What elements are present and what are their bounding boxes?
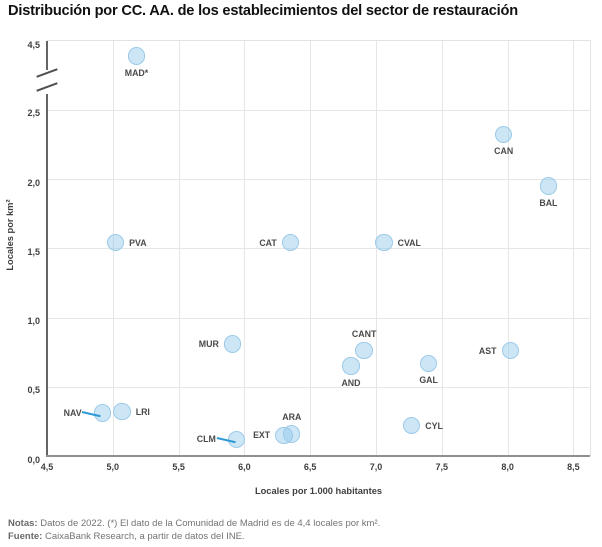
- x-tick-label: 6,0: [238, 462, 251, 472]
- data-point-can: [494, 125, 513, 144]
- source-label: Fuente:: [8, 531, 43, 542]
- data-point-label-cyl: CYL: [425, 420, 443, 431]
- chart-notes: Notas: Datos de 2022. (*) El dato de la …: [8, 517, 380, 543]
- data-point-label-and: AND: [341, 377, 361, 388]
- x-tick-label: 5,0: [106, 462, 120, 472]
- plot-area: 4,5 5,0 5,5 6,0 6,5 7,0 7,5 8,0 8,5 0,0 0,5 1,0 1,5 2…: [27, 40, 591, 472]
- y-tick-label: 0,0: [27, 454, 40, 465]
- y-axis-break-gap: [44, 70, 50, 94]
- source-text: CaixaBank Research, a partir de datos de…: [42, 531, 245, 542]
- data-point-label-cant: CANT: [351, 329, 377, 340]
- y-tick-label: 2,0: [27, 177, 40, 188]
- y-axis: [46, 41, 48, 456]
- source-line: Fuente: CaixaBank Research, a partir de …: [8, 530, 380, 543]
- data-point-label-cat: CAT: [259, 237, 277, 248]
- y-tick-label: 1,0: [27, 316, 40, 326]
- x-tick-label: 8,5: [567, 462, 580, 472]
- x-tick-label: 7,0: [369, 462, 383, 472]
- gridline: [47, 248, 590, 250]
- data-point-label-nav: NAV: [63, 408, 82, 419]
- data-point-mad: [127, 47, 146, 65]
- data-point-label-ext: EXT: [253, 430, 271, 441]
- x-tick-label: 7,5: [435, 462, 449, 472]
- x-axis: [46, 455, 590, 457]
- notes-line: Notas: Datos de 2022. (*) El dato de la …: [8, 517, 380, 530]
- y-tick-label: 4,5: [27, 39, 40, 50]
- data-point-label-mur: MUR: [198, 338, 219, 349]
- data-point-and: [342, 357, 360, 375]
- data-point-ast: [501, 342, 519, 360]
- data-point-cant: [355, 342, 373, 360]
- gridline: [47, 179, 590, 180]
- data-point-lri: [113, 402, 131, 421]
- data-point-label-cval: CVAL: [397, 237, 421, 248]
- data-point-ara: [283, 425, 301, 443]
- data-point-gal: [419, 354, 438, 372]
- data-point-label-clm: CLM: [196, 434, 216, 445]
- x-tick-label: 5,5: [172, 462, 185, 472]
- data-point-label-mad: MAD*: [124, 67, 149, 78]
- data-point-label-ara: ARA: [282, 412, 302, 423]
- x-tick-label: 4,5: [40, 462, 54, 472]
- data-point-bal: [539, 177, 558, 195]
- y-tick-label: 0,5: [27, 385, 40, 396]
- data-point-mur: [223, 335, 242, 353]
- data-point-nav: [93, 404, 111, 422]
- data-point-label-pva: PVA: [129, 237, 147, 248]
- y-tick-label: 2,5: [27, 108, 40, 119]
- data-point-label-bal: BAL: [539, 197, 558, 208]
- notes-label: Notas:: [8, 518, 38, 529]
- gridline: [47, 317, 590, 319]
- gridline: [47, 386, 590, 388]
- data-point-pva: [106, 234, 125, 252]
- data-point-cyl: [402, 416, 421, 435]
- data-point-cval: [375, 234, 393, 252]
- data-point-label-can: CAN: [494, 146, 514, 157]
- x-axis-title: Locales por 1.000 habitantes: [254, 486, 383, 496]
- y-tick-label: 1,5: [27, 246, 40, 257]
- x-tick-label: 8,0: [501, 462, 514, 472]
- x-tick-label: 6,5: [303, 462, 317, 472]
- y-axis-title: Locales por km²: [5, 199, 15, 271]
- data-point-label-gal: GAL: [419, 374, 438, 385]
- data-point-cat: [281, 234, 300, 252]
- data-point-label-ast: AST: [478, 345, 497, 356]
- notes-text: Datos de 2022. (*) El dato de la Comunid…: [37, 518, 381, 529]
- gridline: [47, 109, 590, 111]
- chart-title: Distribución por CC. AA. de los establec…: [8, 3, 518, 19]
- data-point-label-lri: LRI: [135, 406, 150, 417]
